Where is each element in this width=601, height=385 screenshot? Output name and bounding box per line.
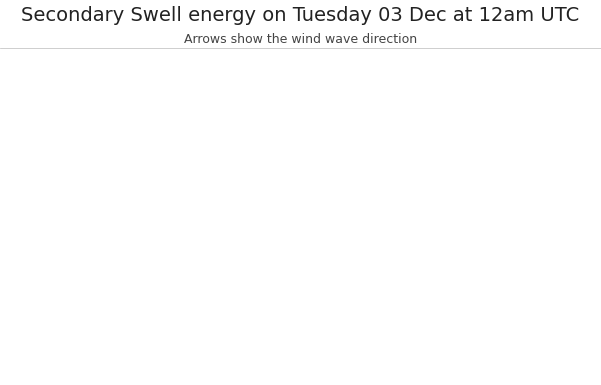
Text: Secondary Swell energy on Tuesday 03 Dec at 12am UTC: Secondary Swell energy on Tuesday 03 Dec… [22, 6, 579, 25]
Text: Arrows show the wind wave direction: Arrows show the wind wave direction [184, 33, 417, 45]
Text: cartopy required: cartopy required [231, 208, 370, 226]
